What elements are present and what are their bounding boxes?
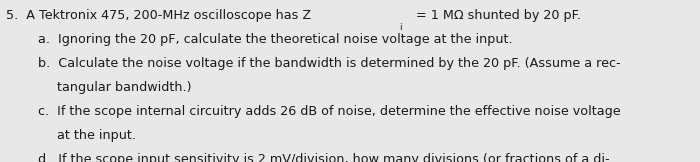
Text: = 1 MΩ shunted by 20 pF.: = 1 MΩ shunted by 20 pF. (412, 9, 581, 22)
Text: a.  Ignoring the 20 pF, calculate the theoretical noise voltage at the input.: a. Ignoring the 20 pF, calculate the the… (38, 33, 513, 46)
Text: b.  Calculate the noise voltage if the bandwidth is determined by the 20 pF. (As: b. Calculate the noise voltage if the ba… (38, 57, 621, 70)
Text: 5.  A Tektronix 475, 200-MHz oscilloscope has Z: 5. A Tektronix 475, 200-MHz oscilloscope… (6, 9, 311, 22)
Text: tangular bandwidth.): tangular bandwidth.) (57, 81, 192, 94)
Text: c.  If the scope internal circuitry adds 26 dB of noise, determine the effective: c. If the scope internal circuitry adds … (38, 105, 621, 118)
Text: at the input.: at the input. (57, 129, 136, 142)
Text: d.  If the scope input sensitivity is 2 mV/division, how many divisions (or frac: d. If the scope input sensitivity is 2 m… (38, 153, 610, 162)
Text: i: i (400, 23, 402, 33)
